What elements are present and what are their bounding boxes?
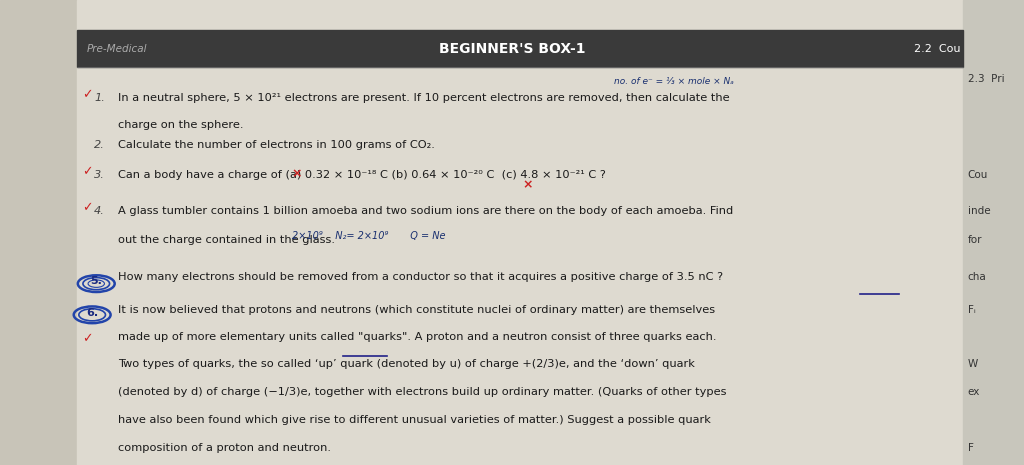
Text: out the charge contained in the glass.: out the charge contained in the glass. <box>118 235 335 245</box>
Bar <box>0 0 77 465</box>
Text: composition of a proton and neutron.: composition of a proton and neutron. <box>118 443 331 453</box>
Text: ✓: ✓ <box>82 332 92 345</box>
Text: ✓: ✓ <box>82 201 92 214</box>
Text: Pre-Medical: Pre-Medical <box>87 44 147 54</box>
Text: A glass tumbler contains 1 billion amoeba and two sodium ions are there on the b: A glass tumbler contains 1 billion amoeb… <box>118 206 733 216</box>
Text: 1.: 1. <box>94 93 105 103</box>
Text: W: W <box>968 359 978 369</box>
Text: BEGINNER'S BOX-1: BEGINNER'S BOX-1 <box>438 42 586 56</box>
Text: How many electrons should be removed from a conductor so that it acquires a posi: How many electrons should be removed fro… <box>118 272 723 282</box>
Text: ex: ex <box>968 387 980 397</box>
Text: have also been found which give rise to different unusual varieties of matter.) : have also been found which give rise to … <box>118 415 711 425</box>
Text: Cou: Cou <box>968 170 988 180</box>
Text: 2.3  Pri: 2.3 Pri <box>968 74 1005 85</box>
Text: Fᵢ: Fᵢ <box>968 305 976 315</box>
Text: charge on the sphere.: charge on the sphere. <box>118 120 244 130</box>
Bar <box>963 0 1024 465</box>
Text: cha: cha <box>968 272 986 282</box>
Text: Two types of quarks, the so called ‘up’ quark (denoted by u) of charge +(2/3)e, : Two types of quarks, the so called ‘up’ … <box>118 359 694 369</box>
Text: ✓: ✓ <box>82 88 92 101</box>
Text: 5.: 5. <box>90 276 102 286</box>
Text: Can a body have a charge of (a) 0.32 × 10⁻¹⁸ C (b) 0.64 × 10⁻²⁰ C  (c) 4.8 × 10⁻: Can a body have a charge of (a) 0.32 × 1… <box>118 170 605 180</box>
Text: 3.: 3. <box>94 170 105 180</box>
Text: 2.2  Cou: 2.2 Cou <box>914 44 961 54</box>
Text: inde: inde <box>968 206 990 216</box>
Text: It is now believed that protons and neutrons (which constitute nuclei of ordinar: It is now believed that protons and neut… <box>118 305 715 315</box>
Bar <box>77 0 963 465</box>
Text: ×: × <box>292 167 302 180</box>
Text: (denoted by d) of charge (−1/3)e, together with electrons build up ordinary matt: (denoted by d) of charge (−1/3)e, togeth… <box>118 387 726 397</box>
Text: In a neutral sphere, 5 × 10²¹ electrons are present. If 10 percent electrons are: In a neutral sphere, 5 × 10²¹ electrons … <box>118 93 729 103</box>
Text: made up of more elementary units called "quarks". A proton and a neutron consist: made up of more elementary units called … <box>118 332 716 342</box>
Text: ✓: ✓ <box>82 165 92 178</box>
Text: no. of e⁻ = ⅓ × mole × Nₐ: no. of e⁻ = ⅓ × mole × Nₐ <box>614 77 734 86</box>
Text: for: for <box>968 235 982 245</box>
Text: 4.: 4. <box>94 206 105 216</box>
Text: Calculate the number of electrons in 100 grams of CO₂.: Calculate the number of electrons in 100… <box>118 140 434 150</box>
Text: ×: × <box>522 178 532 191</box>
Text: 6.: 6. <box>86 308 98 319</box>
Text: F: F <box>968 443 974 453</box>
Bar <box>77 30 963 67</box>
Text: 2×10⁹    N₂= 2×10⁹       Q = Ne: 2×10⁹ N₂= 2×10⁹ Q = Ne <box>292 231 445 241</box>
Text: 2.: 2. <box>94 140 105 150</box>
